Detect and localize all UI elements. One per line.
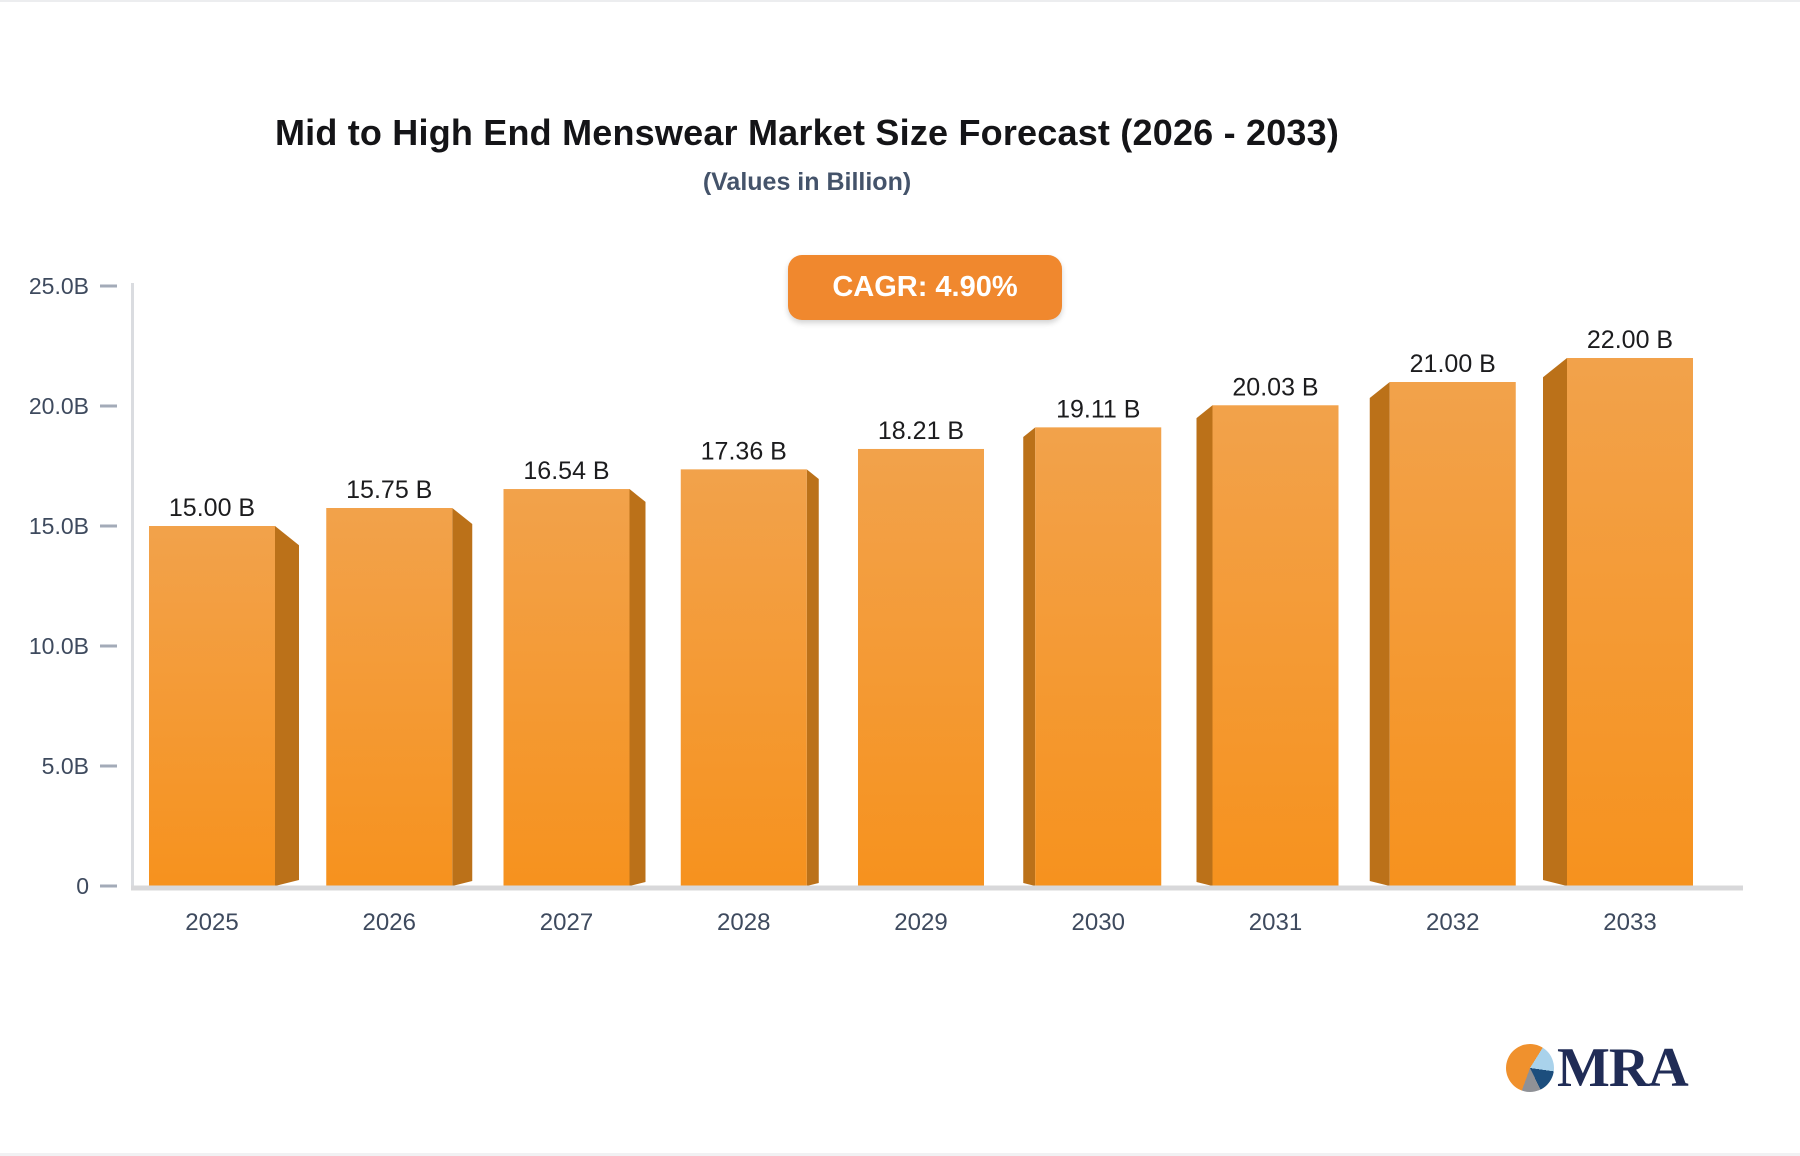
y-axis-tick-label: 15.0B — [29, 513, 89, 539]
brand-name: MRA — [1557, 1037, 1689, 1099]
bar-2028[interactable] — [680, 469, 807, 886]
x-axis-label: 2029 — [894, 909, 947, 936]
y-axis-tick-label: 10.0B — [29, 633, 89, 659]
bar-2029[interactable] — [858, 448, 984, 886]
pie-chart-logo-icon — [1506, 1044, 1554, 1092]
top-border-line — [0, 0, 1800, 2]
bar-2026[interactable] — [326, 508, 453, 886]
x-axis-label: 2032 — [1426, 909, 1479, 936]
bar-value-label: 22.00 B — [1587, 326, 1673, 354]
y-axis-tick-label: 25.0B — [29, 273, 89, 299]
chart-subtitle: (Values in Billion) — [702, 168, 912, 196]
bar-value-label: 16.54 B — [523, 457, 609, 485]
bar-side-2027 — [629, 489, 646, 886]
bar-side-2028 — [806, 469, 819, 886]
bar-side-2030 — [1023, 427, 1036, 886]
bar-value-label: 18.21 B — [878, 417, 964, 445]
bar-2032[interactable] — [1389, 382, 1516, 886]
x-axis-label: 2025 — [185, 909, 238, 936]
bar-2033[interactable] — [1567, 358, 1693, 886]
bar-2027[interactable] — [503, 489, 630, 886]
x-axis-label: 2027 — [540, 909, 593, 936]
bar-side-2033 — [1543, 358, 1567, 886]
brand-logo: MRA — [1506, 1037, 1689, 1099]
bar-side-2025 — [275, 526, 299, 886]
y-axis-tick-label: 5.0B — [42, 753, 89, 779]
x-axis-label: 2033 — [1603, 909, 1656, 936]
bar-2025[interactable] — [149, 526, 275, 886]
bar-value-label: 20.03 B — [1232, 373, 1318, 401]
bar-value-label: 15.75 B — [346, 476, 432, 504]
cagr-badge: CAGR: 4.90% — [788, 255, 1062, 320]
x-axis-label: 2028 — [717, 909, 770, 936]
bar-value-label: 15.00 B — [169, 494, 255, 522]
chart-title: Mid to High End Menswear Market Size For… — [274, 112, 1340, 153]
y-axis-tick-label: 20.0B — [29, 393, 89, 419]
x-axis-label: 2030 — [1072, 909, 1125, 936]
bar-side-2031 — [1196, 405, 1213, 886]
bar-side-2026 — [452, 508, 473, 886]
bottom-border-line — [0, 1153, 1800, 1156]
x-axis-label: 2026 — [363, 909, 416, 936]
bar-value-label: 17.36 B — [701, 437, 787, 465]
y-axis-tick-label: 0 — [76, 873, 89, 899]
bar-value-label: 21.00 B — [1410, 350, 1496, 378]
bar-value-label: 19.11 B — [1056, 395, 1140, 423]
bar-side-2032 — [1369, 382, 1390, 886]
x-axis-label: 2031 — [1249, 909, 1302, 936]
bar-2031[interactable] — [1212, 405, 1339, 886]
bar-2030[interactable] — [1035, 427, 1162, 886]
